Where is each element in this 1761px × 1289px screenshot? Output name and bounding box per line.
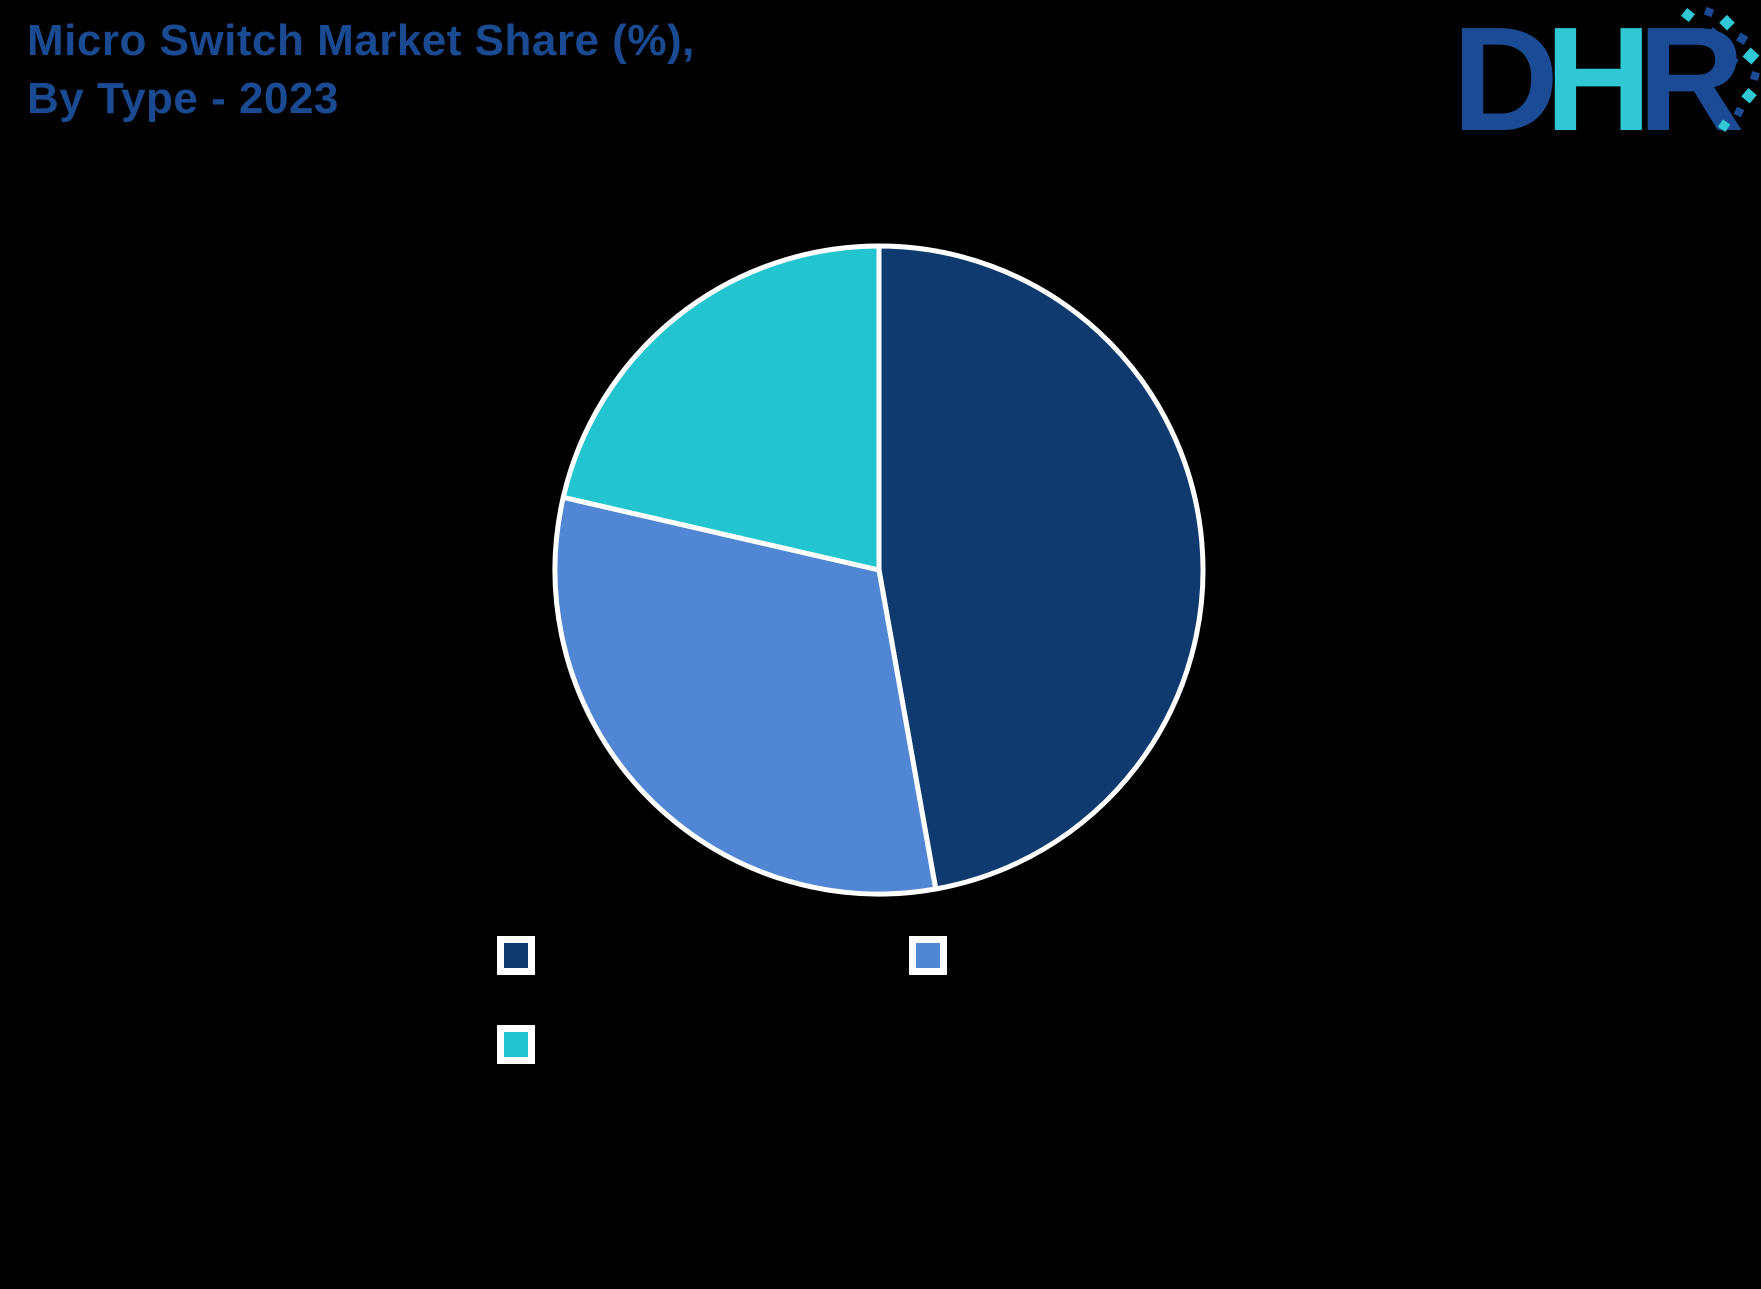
pie-slice-1 <box>876 243 1206 892</box>
legend-swatch-blue <box>909 936 947 975</box>
pie-chart <box>552 243 1206 897</box>
logo-letter-d: D <box>1452 0 1553 162</box>
chart-title: Micro Switch Market Share (%), By Type -… <box>27 12 695 128</box>
legend-swatch-navy <box>497 936 535 975</box>
chart-title-line2: By Type - 2023 <box>27 74 339 123</box>
logo-dot <box>1703 6 1715 18</box>
logo-dot <box>1742 47 1760 65</box>
chart-title-line1: Micro Switch Market Share (%), <box>27 16 695 65</box>
legend-item-blue <box>909 936 1223 975</box>
logo-text: DHR <box>1452 0 1742 162</box>
logo-letter-h: H <box>1545 0 1642 162</box>
logo-dot <box>1709 27 1717 35</box>
logo-dot <box>1736 32 1749 45</box>
logo-dot <box>1733 106 1745 118</box>
logo-dot-arc <box>1680 6 1760 132</box>
legend-item-teal <box>497 1025 811 1064</box>
logo-dot <box>1731 57 1739 65</box>
legend-item-navy <box>497 936 811 975</box>
legend-swatch-teal <box>497 1025 535 1064</box>
logo-dot <box>1717 119 1731 132</box>
logo-dot <box>1680 7 1696 23</box>
dhr-logo: DHR <box>1452 0 1760 162</box>
logo-dot <box>1719 14 1735 31</box>
pie-slice-3 <box>560 243 882 573</box>
logo-dot <box>1741 87 1757 104</box>
pie-slice-2 <box>552 494 939 897</box>
logo-dot <box>1750 71 1760 81</box>
